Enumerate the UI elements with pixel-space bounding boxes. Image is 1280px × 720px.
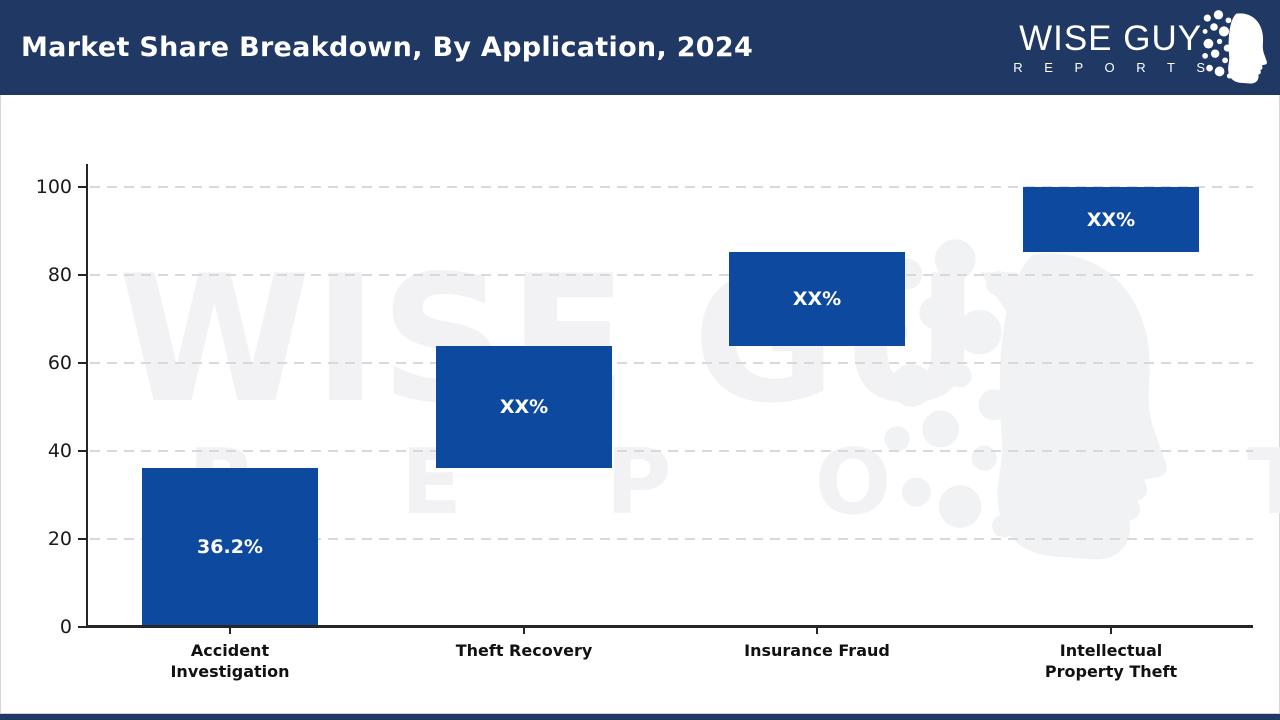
bar-value-label: 36.2%: [197, 536, 263, 559]
footer-accent-bar: [0, 714, 1280, 720]
page-title: Market Share Breakdown, By Application, …: [21, 32, 754, 63]
x-tick-accident-investigation: [229, 627, 231, 634]
footer-divider: [0, 713, 1280, 714]
bar-value-label: XX%: [499, 395, 549, 418]
x-category-label-theft-recovery: Theft Recovery: [455, 641, 593, 660]
gridline-60: [90, 362, 1253, 364]
brand-logo-text: WISE GUY R E P O R T S: [1007, 21, 1214, 75]
x-tick-insurance-fraud: [816, 627, 818, 634]
bar-intellectual-property-theft: XX%: [1023, 187, 1199, 253]
y-tick-40: [78, 450, 86, 452]
y-axis-line: [86, 164, 88, 628]
y-tick-label-40: 40: [47, 440, 72, 462]
y-tick-label-20: 20: [47, 528, 72, 550]
brand-name: WISE GUY: [1019, 19, 1203, 58]
brand-logo: WISE GUY R E P O R T S: [1007, 6, 1270, 90]
y-tick-label-80: 80: [47, 264, 72, 286]
gridline-20: [90, 538, 1253, 540]
bar-value-label: XX%: [792, 288, 842, 311]
bar-insurance-fraud: XX%: [729, 252, 905, 347]
y-tick-label-100: 100: [35, 176, 72, 198]
y-tick-100: [78, 186, 86, 188]
y-tick-80: [78, 274, 86, 276]
bar-theft-recovery: XX%: [436, 346, 612, 468]
brand-subname: R E P O R T S: [1013, 60, 1214, 75]
x-axis-line: [86, 625, 1253, 628]
bar-value-label: XX%: [1086, 208, 1136, 231]
gridline-40: [90, 450, 1253, 452]
y-tick-label-0: 0: [59, 616, 72, 638]
logo-head-icon: [1198, 7, 1270, 91]
x-tick-theft-recovery: [523, 627, 525, 634]
bar-accident-investigation: 36.2%: [142, 467, 318, 627]
y-tick-20: [78, 538, 86, 540]
y-tick-label-60: 60: [47, 352, 72, 374]
x-category-label-accident-investigation: Accident Investigation: [170, 641, 290, 681]
page-header: Market Share Breakdown, By Application, …: [0, 0, 1280, 95]
x-category-label-intellectual-property-theft: Intellectual Property Theft: [1044, 641, 1178, 681]
y-tick-0: [78, 626, 86, 628]
gridline-80: [90, 274, 1253, 276]
gridline-100: [90, 186, 1253, 188]
x-category-label-insurance-fraud: Insurance Fraud: [744, 641, 890, 660]
y-tick-60: [78, 362, 86, 364]
x-tick-intellectual-property-theft: [1110, 627, 1112, 634]
